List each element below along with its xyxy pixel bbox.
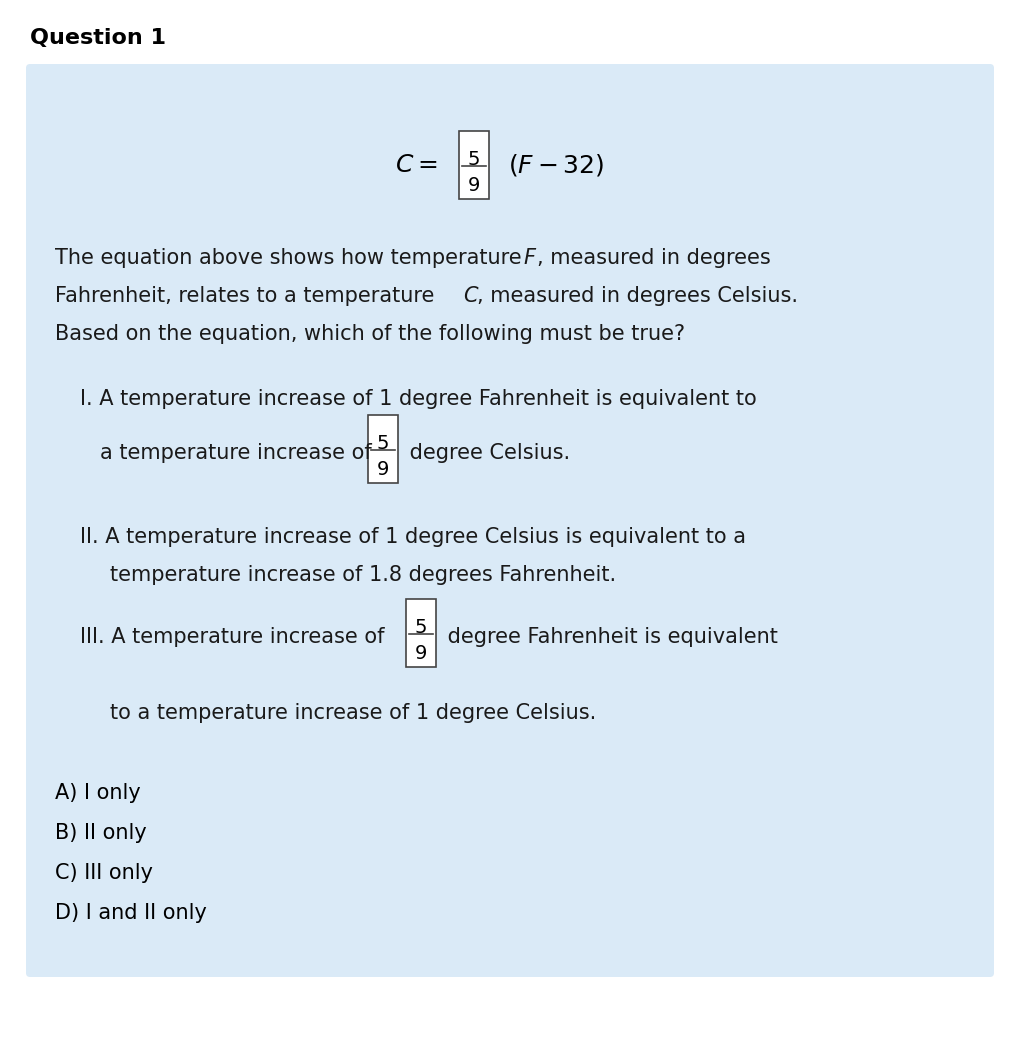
Bar [459,131,489,199]
Text: 9: 9 [377,459,389,479]
Bar [406,599,436,667]
Text: II. A temperature increase of 1 degree Celsius is equivalent to a: II. A temperature increase of 1 degree C… [80,527,746,547]
Bar [368,415,398,483]
Text: Fahrenheit, relates to a temperature: Fahrenheit, relates to a temperature [55,286,441,306]
Text: , measured in degrees: , measured in degrees [537,248,771,268]
Text: Question 1: Question 1 [30,28,166,48]
Text: 9: 9 [468,176,480,195]
Text: to a temperature increase of 1 degree Celsius.: to a temperature increase of 1 degree Ce… [110,703,596,723]
FancyBboxPatch shape [26,64,994,977]
Text: , measured in degrees Celsius.: , measured in degrees Celsius. [477,286,798,306]
Text: $C =$: $C =$ [395,153,438,177]
Text: 5: 5 [377,434,389,453]
Text: degree Fahrenheit is equivalent: degree Fahrenheit is equivalent [441,627,778,647]
Text: degree Celsius.: degree Celsius. [403,443,570,463]
Text: a temperature increase of: a temperature increase of [100,443,379,463]
Text: B) II only: B) II only [55,823,146,843]
Text: C) III only: C) III only [55,863,153,883]
Text: Based on the equation, which of the following must be true?: Based on the equation, which of the foll… [55,324,685,344]
Text: 9: 9 [415,644,427,663]
Text: temperature increase of 1.8 degrees Fahrenheit.: temperature increase of 1.8 degrees Fahr… [110,566,616,585]
Text: $F$: $F$ [523,248,538,268]
Text: The equation above shows how temperature: The equation above shows how temperature [55,248,528,268]
Text: I. A temperature increase of 1 degree Fahrenheit is equivalent to: I. A temperature increase of 1 degree Fa… [80,389,757,408]
Text: A) I only: A) I only [55,783,140,803]
Text: III. A temperature increase of: III. A temperature increase of [80,627,391,647]
Text: $C$: $C$ [463,286,479,306]
Text: 5: 5 [468,150,480,169]
Text: 5: 5 [415,619,427,637]
Text: $(F - 32)$: $(F - 32)$ [508,152,604,178]
Text: D) I and II only: D) I and II only [55,903,207,923]
